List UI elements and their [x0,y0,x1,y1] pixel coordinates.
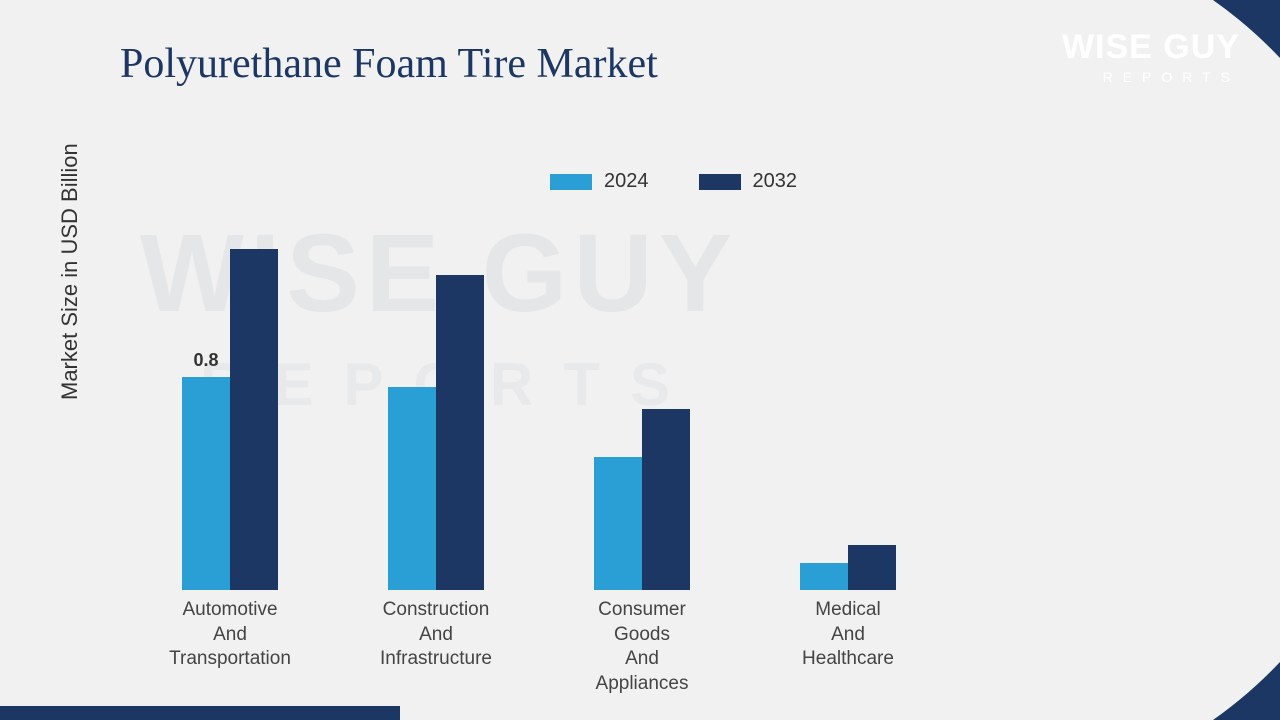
bar [388,387,436,590]
chart-title: Polyurethane Foam Tire Market [120,40,658,88]
x-axis-category-label: MedicalAndHealthcare [763,598,933,672]
right-accent-panel [960,0,1280,720]
legend-swatch-2024 [550,174,592,190]
bar-group: 0.8 [182,249,278,590]
bottom-accent-bar [0,706,400,720]
bar [848,545,896,590]
bar [800,563,848,590]
plot-area: 0.8 [110,190,930,590]
brand-name-top: WISE GUY [1062,28,1240,67]
bar [230,249,278,590]
bar [594,457,642,590]
x-axis-category-label: ConstructionAndInfrastructure [351,598,521,672]
report-canvas: Polyurethane Foam Tire Market WISE GUY R… [0,0,1280,720]
brand-logo: WISE GUY REPORTS [1062,28,1240,85]
bar-group [594,409,690,590]
y-axis-label: Market Size in USD Billion [57,143,83,400]
bar-value-label: 0.8 [193,350,218,371]
bar-chart: 0.8 [110,190,930,590]
x-axis-category-label: AutomotiveAndTransportation [145,598,315,672]
bar [436,275,484,590]
bar-group [800,545,896,590]
brand-name-bottom: REPORTS [1062,69,1240,85]
bar [642,409,690,590]
x-axis-category-label: ConsumerGoodsAndAppliances [557,598,727,697]
legend-swatch-2032 [699,174,741,190]
bar: 0.8 [182,377,230,590]
bar-group [388,275,484,590]
